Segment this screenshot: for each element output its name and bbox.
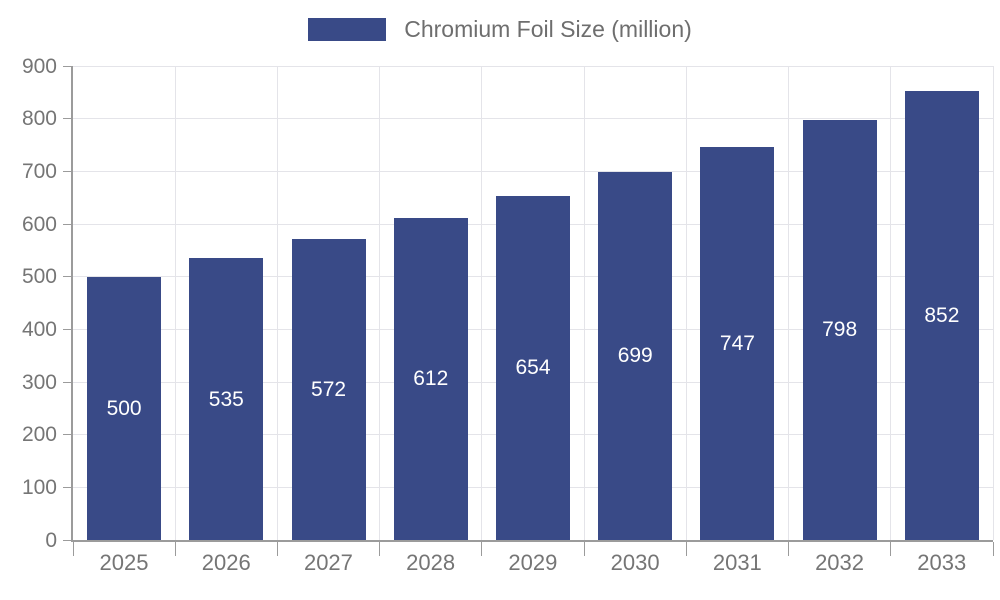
bar-value-label: 699 bbox=[617, 344, 653, 368]
x-tick-label: 2027 bbox=[303, 550, 353, 575]
x-tick bbox=[379, 542, 381, 556]
y-tick bbox=[63, 65, 71, 67]
v-gridline bbox=[276, 66, 278, 540]
v-gridline bbox=[379, 66, 381, 540]
legend-swatch-icon bbox=[308, 18, 387, 41]
plot-area: 500 535 572 612 654 699 747 798 852 bbox=[63, 65, 994, 556]
x-tick bbox=[788, 542, 790, 556]
bar-value-label: 572 bbox=[311, 377, 347, 401]
y-tick bbox=[63, 539, 71, 541]
bar-2031[interactable]: 747 bbox=[700, 146, 775, 540]
x-tick-label: 2033 bbox=[917, 550, 967, 575]
y-tick bbox=[63, 276, 71, 278]
legend-label: Chromium Foil Size (million) bbox=[404, 16, 692, 42]
bar-2033[interactable]: 852 bbox=[904, 91, 979, 540]
y-tick-label: 100 bbox=[21, 475, 57, 499]
bar-2029[interactable]: 654 bbox=[496, 195, 570, 540]
h-gridline bbox=[73, 118, 993, 120]
y-tick-label: 400 bbox=[21, 317, 57, 341]
y-tick bbox=[63, 223, 71, 225]
y-tick bbox=[63, 118, 71, 120]
x-tick bbox=[685, 542, 687, 556]
x-tick bbox=[890, 542, 892, 556]
bar-2026[interactable]: 535 bbox=[189, 258, 264, 540]
v-gridline bbox=[583, 66, 585, 540]
bar-value-label: 654 bbox=[515, 356, 551, 380]
x-tick-label: 2028 bbox=[406, 550, 456, 575]
x-tick-label: 2030 bbox=[610, 550, 660, 575]
y-tick-label: 900 bbox=[21, 54, 57, 78]
x-tick bbox=[174, 542, 176, 556]
x-tick bbox=[583, 542, 585, 556]
bar-value-label: 500 bbox=[106, 396, 142, 420]
legend[interactable]: Chromium Foil Size (million) bbox=[0, 18, 1000, 41]
bar-2032[interactable]: 798 bbox=[802, 119, 877, 540]
h-gridline bbox=[73, 170, 993, 172]
y-axis-line bbox=[71, 66, 73, 540]
v-gridline bbox=[890, 66, 892, 540]
v-gridline bbox=[992, 66, 994, 540]
bar-value-label: 852 bbox=[924, 304, 960, 328]
y-tick-label: 800 bbox=[21, 107, 57, 131]
x-axis-line bbox=[71, 540, 993, 542]
y-tick-label: 200 bbox=[21, 423, 57, 447]
x-tick-label: 2029 bbox=[508, 550, 558, 575]
x-tick bbox=[481, 542, 483, 556]
y-tick-label: 0 bbox=[45, 528, 57, 552]
y-tick bbox=[63, 170, 71, 172]
y-tick bbox=[63, 381, 71, 383]
bar-value-label: 747 bbox=[719, 331, 755, 355]
x-tick-label: 2025 bbox=[99, 550, 149, 575]
y-tick-label: 600 bbox=[21, 212, 57, 236]
bar-2028[interactable]: 612 bbox=[393, 217, 468, 540]
y-tick-label: 500 bbox=[21, 265, 57, 289]
x-tick-label: 2032 bbox=[815, 550, 865, 575]
v-gridline bbox=[788, 66, 790, 540]
x-tick-label: 2031 bbox=[712, 550, 762, 575]
y-tick-label: 700 bbox=[21, 159, 57, 183]
bar-2027[interactable]: 572 bbox=[291, 238, 366, 540]
x-tick bbox=[72, 542, 74, 556]
x-tick-label: 2026 bbox=[201, 550, 251, 575]
x-tick bbox=[992, 542, 994, 556]
y-tick bbox=[63, 434, 71, 436]
y-tick bbox=[63, 328, 71, 330]
h-gridline bbox=[73, 65, 993, 67]
v-gridline bbox=[481, 66, 483, 540]
v-gridline bbox=[174, 66, 176, 540]
bar-value-label: 798 bbox=[822, 318, 858, 342]
y-tick bbox=[63, 486, 71, 488]
bar-value-label: 612 bbox=[413, 367, 449, 391]
bar-value-label: 535 bbox=[208, 387, 244, 411]
bar-2030[interactable]: 699 bbox=[598, 171, 673, 540]
y-tick-label: 300 bbox=[21, 370, 57, 394]
x-tick bbox=[276, 542, 278, 556]
v-gridline bbox=[685, 66, 687, 540]
bar-2025[interactable]: 500 bbox=[87, 276, 162, 540]
